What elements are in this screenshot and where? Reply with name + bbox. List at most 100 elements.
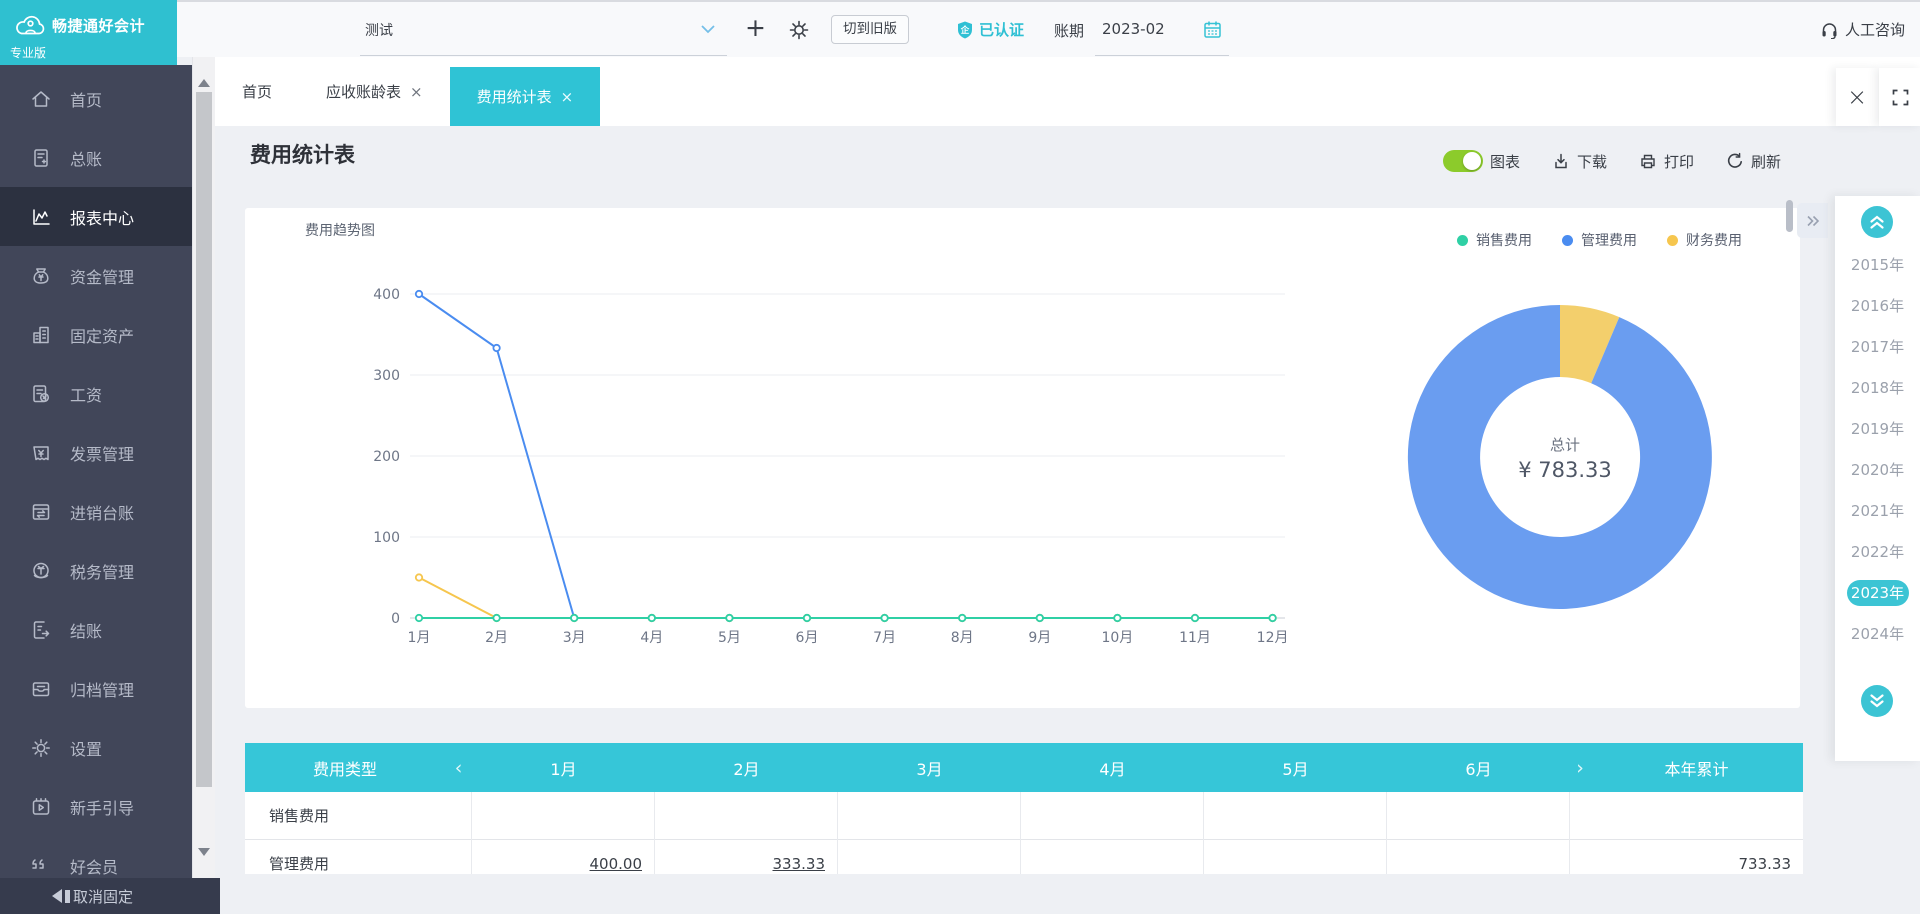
calendar-icon[interactable] xyxy=(1203,20,1222,39)
sidebar-item-fixed-assets[interactable]: 固定资产 xyxy=(0,305,192,364)
account-select[interactable]: 测试 xyxy=(365,23,393,39)
legend-label: 管理费用 xyxy=(1581,233,1637,249)
cell-value-link[interactable]: 333.33 xyxy=(655,840,838,874)
chevron-down-icon[interactable] xyxy=(701,25,715,34)
year-item-selected[interactable]: 2023年 xyxy=(1835,573,1920,614)
period-value[interactable]: 2023-02 xyxy=(1102,20,1165,38)
table-col-month: 4月 xyxy=(1099,759,1126,779)
shield-icon: 企 xyxy=(958,21,972,38)
sidebar-item-guide[interactable]: 新手引导 xyxy=(0,777,192,836)
print-button[interactable]: 打印 xyxy=(1639,151,1694,172)
table-col-month: 1月 xyxy=(550,759,577,779)
year-item[interactable]: 2015年 xyxy=(1850,256,1905,274)
years-scroll-down-button[interactable] xyxy=(1861,685,1893,717)
year-item[interactable]: 2017年 xyxy=(1850,338,1905,356)
svg-text:200: 200 xyxy=(373,449,400,465)
tab-close-icon[interactable]: × xyxy=(560,87,574,106)
cell-value-link[interactable]: 400.00 xyxy=(472,840,655,874)
switch-to-old-version-button[interactable]: 切到旧版 xyxy=(831,15,909,44)
year-item[interactable]: 2024年 xyxy=(1850,625,1905,643)
table-col-month: 3月 xyxy=(916,759,943,779)
year-item[interactable]: 2020年 xyxy=(1850,461,1905,479)
top-bar: 测试 + 切到旧版 企 已认证 账期 2023-02 人工咨询 管理员 会计 xyxy=(177,2,1920,57)
sidebar-item-tax[interactable]: 税务管理 xyxy=(0,541,192,600)
tab-首页[interactable]: 首页 xyxy=(215,57,299,126)
unpin-sidebar-button[interactable]: 取消固定 xyxy=(0,878,220,914)
chart-toggle[interactable]: 图表 xyxy=(1443,150,1520,172)
donut-center-total: 总计 ¥ 783.33 xyxy=(1460,434,1670,482)
scroll-up-arrow-icon[interactable] xyxy=(198,73,210,87)
chart-legend: 销售费用 管理费用 财务费用 xyxy=(1457,230,1742,250)
new-tab-plus-icon[interactable]: + xyxy=(745,13,766,42)
tab-费用统计表[interactable]: 费用统计表 × xyxy=(449,67,601,126)
sidebar-item-label: 资金管理 xyxy=(70,267,135,287)
legend-dot-icon xyxy=(1562,234,1573,246)
close-view-button[interactable]: × xyxy=(1836,68,1878,126)
scroll-down-arrow-icon[interactable] xyxy=(198,848,210,862)
year-item[interactable]: 2018年 xyxy=(1850,379,1905,397)
svg-text:12月: 12月 xyxy=(1257,630,1289,646)
year-item[interactable]: 2016年 xyxy=(1850,297,1905,315)
expand-panel-button[interactable] xyxy=(1797,203,1828,238)
tab-close-icon[interactable]: × xyxy=(410,82,423,101)
period-label: 账期 xyxy=(1054,22,1085,40)
certified-badge[interactable]: 企 已认证 xyxy=(955,19,1024,40)
double-chevron-right-icon xyxy=(1806,215,1819,226)
support-link[interactable]: 人工咨询 xyxy=(1820,19,1905,40)
years-scroll-up-button[interactable] xyxy=(1861,206,1893,238)
year-item[interactable]: 2019年 xyxy=(1850,420,1905,438)
toggle-switch-icon[interactable] xyxy=(1443,150,1483,172)
refresh-button[interactable]: 刷新 xyxy=(1726,151,1781,172)
sidebar-item-label: 税务管理 xyxy=(70,562,135,582)
archive-icon xyxy=(29,677,53,701)
sidebar-item-purchase-sales[interactable]: 进销台账 xyxy=(0,482,192,541)
cell-value xyxy=(1021,840,1204,874)
table-col-month: 2月 xyxy=(733,759,760,779)
legend-label: 财务费用 xyxy=(1686,233,1742,249)
sidebar-item-archive[interactable]: 归档管理 xyxy=(0,659,192,718)
table-next-month-icon[interactable]: › xyxy=(1576,756,1584,779)
table-prev-month-icon[interactable]: ‹ xyxy=(454,756,463,779)
main-scrollbar-thumb[interactable] xyxy=(1786,200,1793,232)
legend-dot-icon xyxy=(1457,234,1468,246)
sidebar-item-salary[interactable]: 工资 xyxy=(0,364,192,423)
sidebar-item-settings[interactable]: 设置 xyxy=(0,718,192,777)
year-item[interactable]: 2021年 xyxy=(1850,502,1905,520)
svg-text:3月: 3月 xyxy=(563,630,586,646)
expense-donut-chart[interactable] xyxy=(1390,287,1730,627)
period-underline xyxy=(1095,55,1229,56)
sidebar-scrollbar-thumb[interactable] xyxy=(196,92,212,787)
collapse-bar-icon xyxy=(65,889,70,903)
sidebar-item-ledger[interactable]: 总账 xyxy=(0,128,192,187)
headset-icon xyxy=(1822,23,1837,39)
legend-item-销售费用[interactable]: 销售费用 xyxy=(1457,230,1532,250)
year-selector-panel: 2015年 2016年 2017年 2018年 2019年 2020年 2021年 2022年… xyxy=(1835,196,1920,761)
fullscreen-button[interactable] xyxy=(1879,68,1920,126)
sidebar-scrollbar[interactable] xyxy=(192,57,215,914)
cell-value xyxy=(1387,792,1570,840)
sidebar-item-member[interactable]: 好会员 xyxy=(0,836,192,895)
brand-name: 畅捷通好会计 xyxy=(52,17,146,35)
svg-text:5月: 5月 xyxy=(718,630,741,646)
svg-text:企: 企 xyxy=(960,25,970,36)
sidebar-item-label: 进销台账 xyxy=(70,503,135,523)
fullscreen-icon xyxy=(1892,89,1908,105)
cell-total xyxy=(1570,792,1803,840)
sidebar-item-report[interactable]: 报表中心 xyxy=(0,187,192,246)
download-button[interactable]: 下载 xyxy=(1552,151,1607,172)
sidebar-item-label: 总账 xyxy=(70,149,103,169)
gear-icon[interactable] xyxy=(788,19,810,41)
legend-item-管理费用[interactable]: 管理费用 xyxy=(1562,230,1637,250)
legend-item-财务费用[interactable]: 财务费用 xyxy=(1667,230,1742,250)
sidebar-item-invoice[interactable]: 发票管理 xyxy=(0,423,192,482)
sidebar-item-funds[interactable]: 资金管理 xyxy=(0,246,192,305)
collapse-left-icon xyxy=(52,889,62,903)
expense-trend-line-chart[interactable]: 0 100 200 300 400 1月 2月 3月 4月 5月 6月 7月 8月 9月 10月 11月 12月 xyxy=(245,208,1345,668)
sidebar-item-closing[interactable]: 结账 xyxy=(0,600,192,659)
year-item[interactable]: 2022年 xyxy=(1850,543,1905,561)
sidebar-item-label: 固定资产 xyxy=(70,326,135,346)
tab-应收账龄表[interactable]: 应收账龄表 × xyxy=(299,57,450,126)
donut-total-value: ¥ 783.33 xyxy=(1518,458,1612,482)
sidebar-item-home[interactable]: 首页 xyxy=(0,69,192,128)
